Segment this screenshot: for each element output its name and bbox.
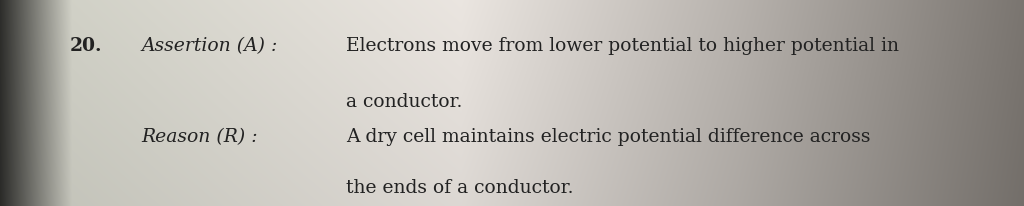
Text: the ends of a conductor.: the ends of a conductor. [346,179,573,197]
Text: A dry cell maintains electric potential difference across: A dry cell maintains electric potential … [346,128,870,146]
Text: Assertion (A) :: Assertion (A) : [141,37,278,55]
Text: a conductor.: a conductor. [346,93,463,111]
Text: Electrons move from lower potential to higher potential in: Electrons move from lower potential to h… [346,37,899,55]
Text: 20.: 20. [70,37,102,55]
Text: Reason (R) :: Reason (R) : [141,128,258,146]
